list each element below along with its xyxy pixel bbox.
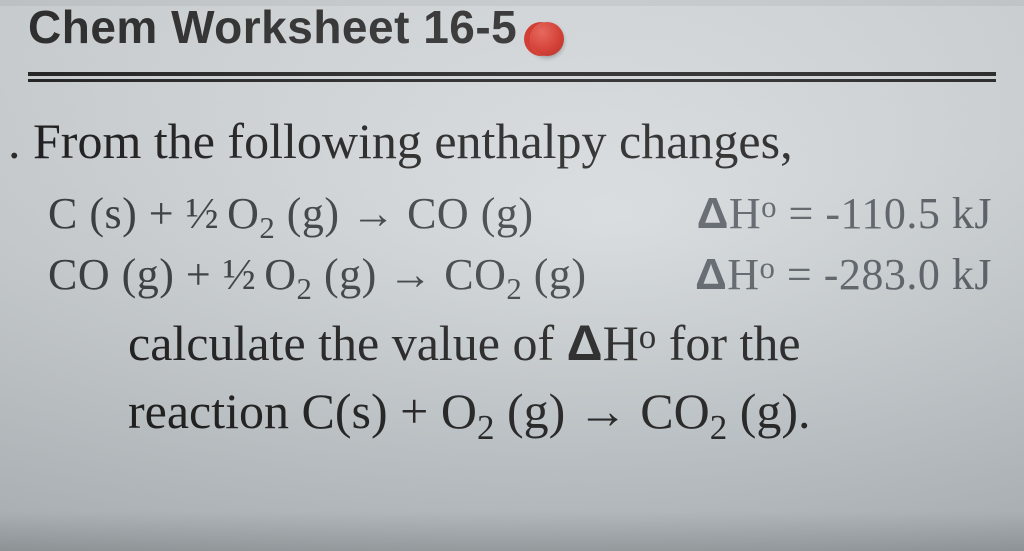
laser-pointer-icon [530,22,564,56]
instruction-line-2: reaction C(s) + O2 (g) → CO2 (g). [128,378,996,446]
title-row: Chem Worksheet 16-5 [28,0,996,54]
equation-lhs: CO (g) + ½ O2 (g) → CO2 (g) [48,249,587,300]
instruction-line-1: calculate the value of ΔHo for the [128,310,996,378]
equation-lhs: C (s) + ½ O2 (g) → CO (g) [48,188,534,239]
lead-sentence: From the following enthalpy changes, [22,112,996,170]
equation-list: C (s) + ½ O2 (g) → CO (g) ΔHo = -110.5 k… [48,188,996,300]
worksheet-title: Chem Worksheet 16-5 [28,0,517,54]
equation-row: CO (g) + ½ O2 (g) → CO2 (g) ΔHo = -283.0… [48,249,996,300]
equation-row: C (s) + ½ O2 (g) → CO (g) ΔHo = -110.5 k… [48,188,996,239]
equation-dh: ΔHo = -283.0 kJ [695,249,996,300]
instruction-text: calculate the value of ΔHo for the react… [128,310,996,445]
bottom-vignette [0,511,1024,551]
double-rule-divider [28,72,996,82]
equation-dh: ΔHo = -110.5 kJ [697,188,996,239]
